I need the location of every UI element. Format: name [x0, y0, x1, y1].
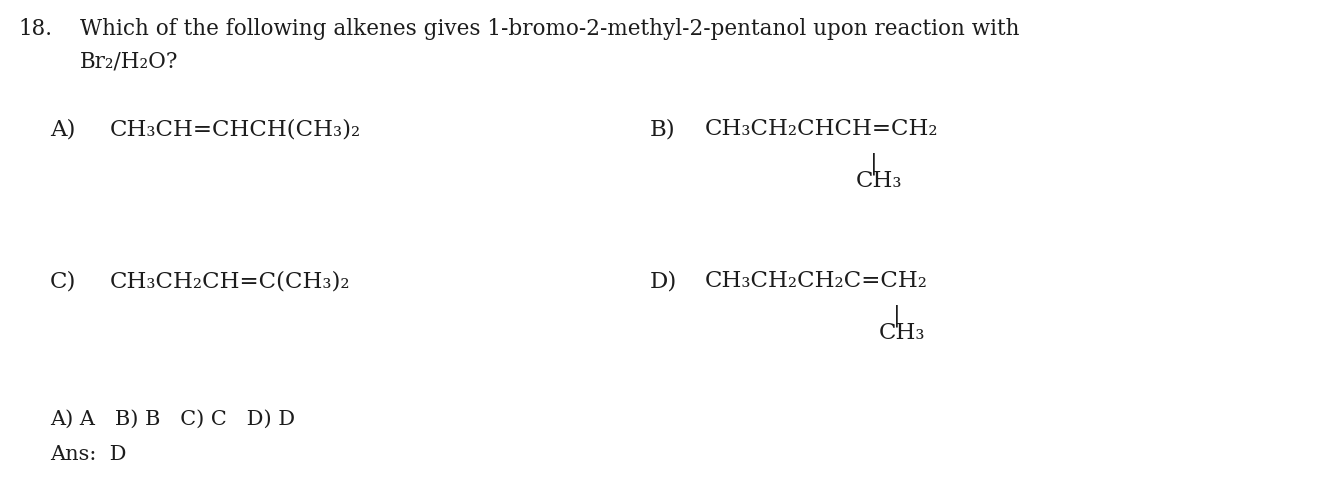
Text: C): C): [51, 270, 76, 292]
Text: CH₃: CH₃: [856, 170, 902, 192]
Text: Which of the following alkenes gives 1-bromo-2-methyl-2-pentanol upon reaction w: Which of the following alkenes gives 1-b…: [80, 18, 1020, 40]
Text: B): B): [651, 118, 676, 140]
Text: Ans:  D: Ans: D: [51, 445, 127, 464]
Text: Br₂/H₂O?: Br₂/H₂O?: [80, 50, 179, 72]
Text: A) A   B) B   C) C   D) D: A) A B) B C) C D) D: [51, 410, 295, 429]
Text: CH₃CH=CHCH(CH₃)₂: CH₃CH=CHCH(CH₃)₂: [111, 118, 361, 140]
Text: CH₃CH₂CH₂C=CH₂: CH₃CH₂CH₂C=CH₂: [705, 270, 928, 292]
Text: 18.: 18.: [19, 18, 52, 40]
Text: CH₃CH₂CHCH=CH₂: CH₃CH₂CHCH=CH₂: [705, 118, 938, 140]
Text: CH₃: CH₃: [878, 322, 925, 344]
Text: |: |: [870, 152, 877, 174]
Text: |: |: [893, 304, 901, 327]
Text: CH₃CH₂CH=C(CH₃)₂: CH₃CH₂CH=C(CH₃)₂: [111, 270, 351, 292]
Text: A): A): [51, 118, 76, 140]
Text: D): D): [651, 270, 677, 292]
